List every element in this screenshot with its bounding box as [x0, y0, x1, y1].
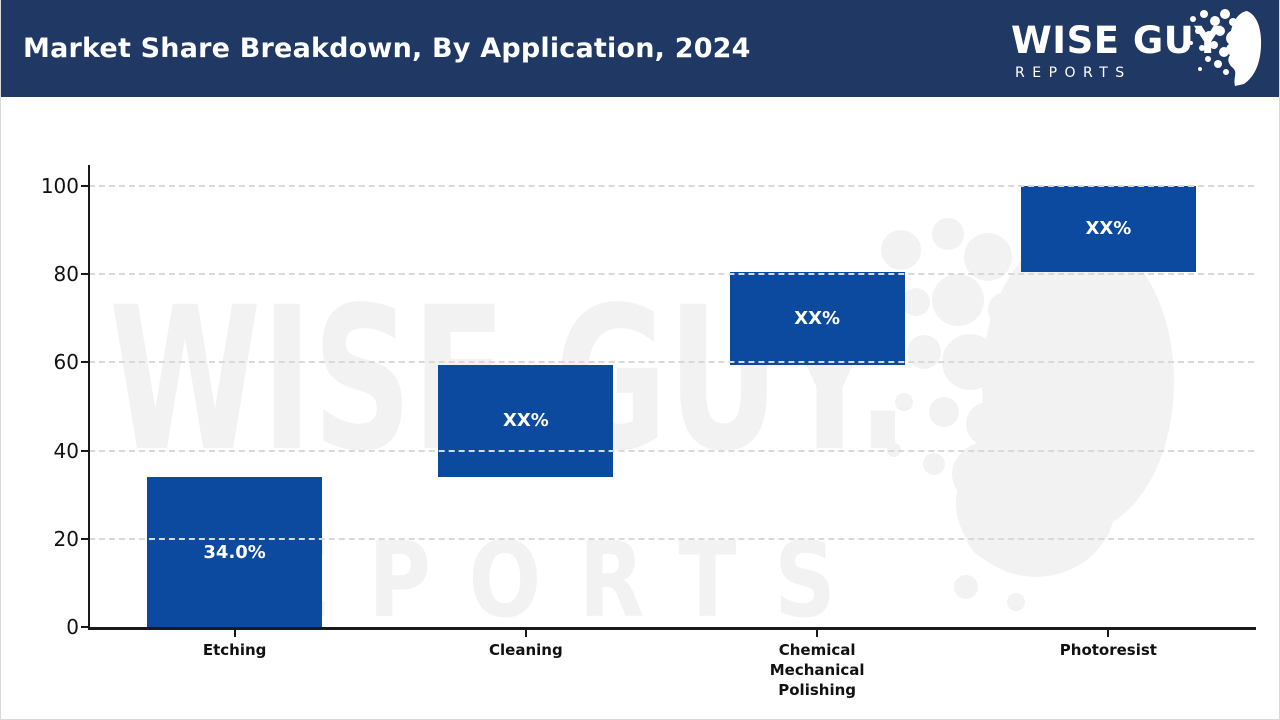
bar-value-label: XX%: [1085, 218, 1132, 240]
x-axis-label-1: Etching: [202, 641, 267, 659]
logo-primary-text: WISE GUY: [1011, 19, 1222, 62]
x-axis-label-2: Cleaning: [489, 641, 563, 659]
gridline-20: [89, 537, 1254, 540]
y-tick-mark: [81, 537, 88, 540]
y-tick-label: 20: [53, 526, 79, 551]
wise-guy-face-icon: [1226, 10, 1262, 86]
gridline-100: [89, 185, 1254, 187]
logo-secondary-text: REPORTS: [1015, 65, 1132, 81]
wise-guy-logo-graphic: WISE GUY REPORTS: [1011, 8, 1262, 86]
x-axis-spine: [88, 627, 1256, 630]
bar-value-label: 34.0%: [203, 541, 266, 563]
y-tick-label: 0: [66, 615, 79, 639]
y-tick-label: 100: [40, 174, 79, 198]
x-tick-mark: [524, 630, 527, 637]
y-axis-spine: [88, 165, 90, 629]
wise-guy-logo: WISE GUY REPORTS: [1011, 6, 1263, 92]
gridline-40: [89, 449, 1254, 452]
y-tick-mark: [81, 449, 88, 452]
bar-value-label: XX%: [794, 307, 841, 329]
y-tick-mark: [81, 626, 88, 628]
bar-value-label: XX%: [502, 410, 549, 432]
y-tick-mark: [81, 185, 88, 187]
y-tick-label: 40: [53, 438, 79, 463]
x-tick-mark: [233, 630, 236, 637]
y-tick-mark: [81, 361, 88, 364]
header-bar: Market Share Breakdown, By Application, …: [1, 0, 1279, 97]
x-axis-label-4: Photoresist: [1059, 641, 1157, 659]
x-axis-label-3: Chemical Mechanical Polishing: [769, 641, 865, 699]
bar-photoresist: XX%: [1020, 186, 1196, 272]
x-tick-mark: [1107, 630, 1110, 637]
y-tick-mark: [81, 273, 88, 276]
x-tick-mark: [816, 630, 819, 637]
y-tick-label: 80: [53, 262, 79, 287]
bar-etching: 34.0%: [147, 477, 323, 627]
y-tick-label: 60: [53, 350, 79, 375]
bar-chemical-mechanical-polishing: XX%: [729, 271, 905, 365]
bar-cleaning: XX%: [438, 364, 614, 478]
gridline-80: [89, 273, 1254, 276]
page-title: Market Share Breakdown, By Application, …: [23, 33, 751, 64]
gridline-60: [89, 361, 1254, 364]
